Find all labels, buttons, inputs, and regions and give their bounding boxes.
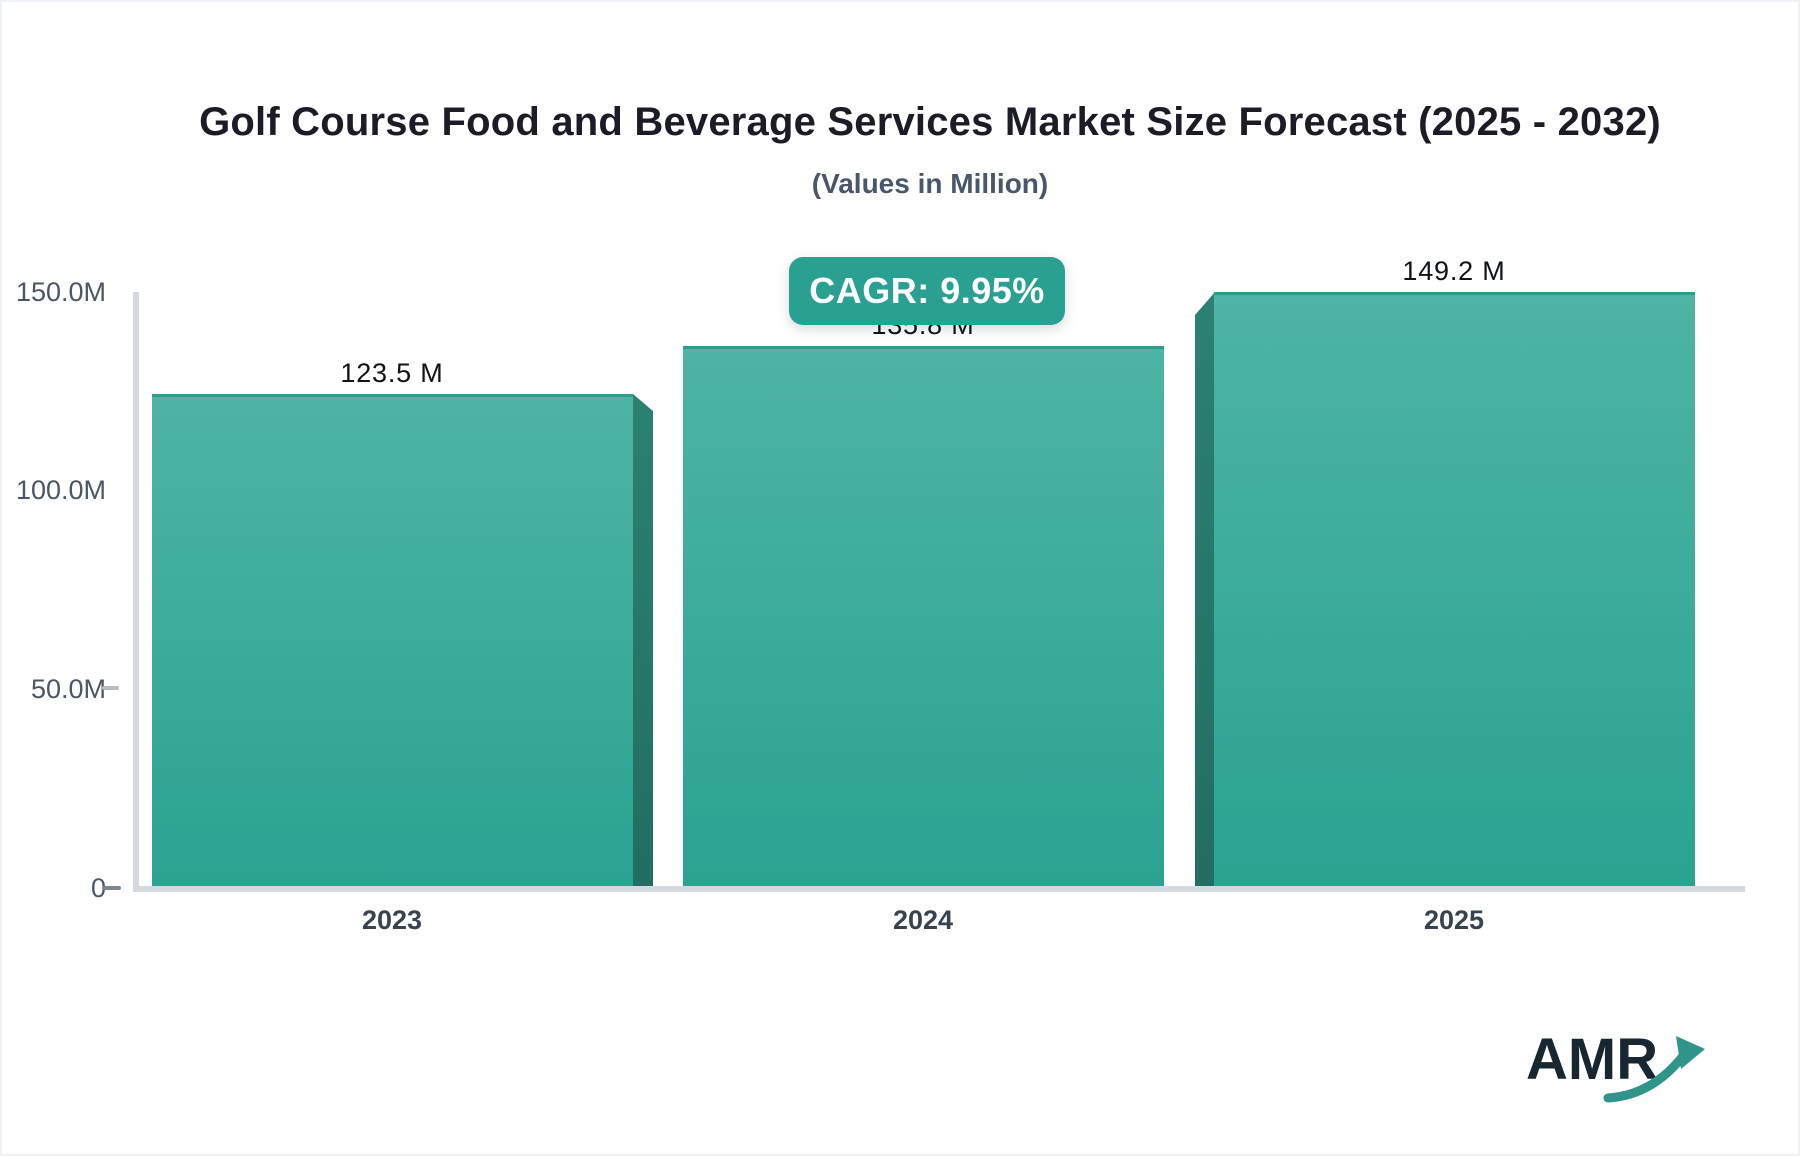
- y-tick-label-50m: 50.0M: [30, 674, 106, 704]
- chart-title: Golf Course Food and Beverage Services M…: [199, 100, 1661, 144]
- bar-2025: [1214, 292, 1695, 886]
- bar-2023-side-face: [633, 394, 653, 886]
- bar-2025-side-face: [1195, 292, 1215, 886]
- y-tick-label-150m: 150.0M: [15, 277, 106, 307]
- bar-2024: [683, 346, 1164, 886]
- growth-arrow-icon: [1603, 1036, 1705, 1103]
- y-tick-mark-50m: [102, 686, 119, 690]
- chart-subtitle: (Values in Million): [811, 168, 1049, 199]
- y-tick-label-100m: 100.0M: [15, 475, 106, 505]
- y-tick-mark-0: [102, 886, 121, 890]
- amr-logo-text: AMR: [1526, 1027, 1659, 1092]
- x-axis-label-2025: 2025: [1423, 905, 1485, 935]
- x-axis-label-2024: 2024: [892, 905, 954, 935]
- cagr-badge: CAGR: 9.95%: [789, 257, 1065, 325]
- y-tick-label-0: 0: [90, 873, 106, 903]
- x-axis-line: [133, 886, 1745, 892]
- bar-2023: [152, 394, 633, 886]
- y-axis-line: [133, 292, 139, 892]
- x-axis-label-2023: 2023: [361, 905, 423, 935]
- bar-2023-value-label: 123.5 M: [340, 358, 444, 388]
- bar-2025-value-label: 149.2 M: [1402, 256, 1506, 286]
